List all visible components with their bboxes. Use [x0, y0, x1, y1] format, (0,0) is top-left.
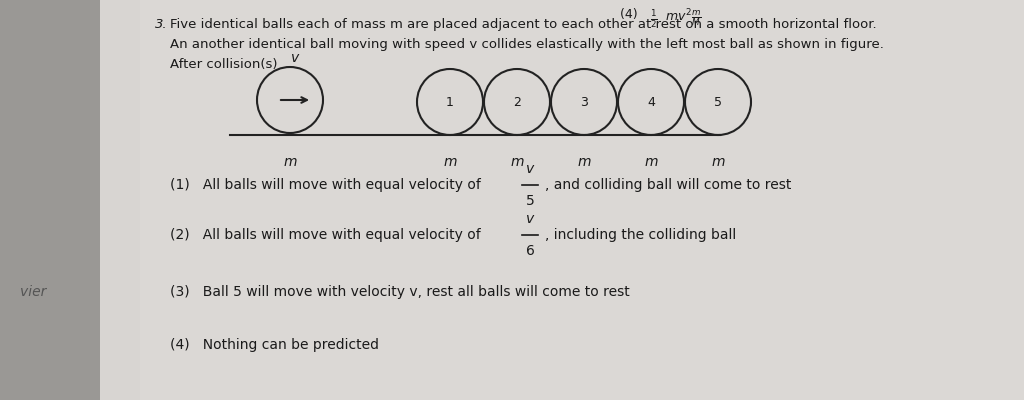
- Text: (2)   All balls will move with equal velocity of: (2) All balls will move with equal veloc…: [170, 228, 485, 242]
- Text: (3)   Ball 5 will move with velocity v, rest all balls will come to rest: (3) Ball 5 will move with velocity v, re…: [170, 285, 630, 299]
- Polygon shape: [140, 0, 1024, 400]
- Text: $mv^2\frac{m}{M}$: $mv^2\frac{m}{M}$: [665, 8, 701, 29]
- Text: Five identical balls each of mass m are placed adjacent to each other at rest on: Five identical balls each of mass m are …: [170, 18, 877, 31]
- Text: vier: vier: [20, 285, 46, 299]
- Text: $\frac{1}{2}$: $\frac{1}{2}$: [650, 8, 657, 30]
- Text: v: v: [291, 51, 299, 65]
- Text: 2: 2: [513, 96, 521, 108]
- Text: m: m: [644, 155, 657, 169]
- Text: (4): (4): [620, 8, 649, 21]
- Text: 3.: 3.: [155, 18, 168, 31]
- Polygon shape: [0, 0, 100, 400]
- Text: m: m: [443, 155, 457, 169]
- Text: (4)   Nothing can be predicted: (4) Nothing can be predicted: [170, 338, 379, 352]
- Text: 3: 3: [580, 96, 588, 108]
- Text: v: v: [526, 212, 535, 226]
- Text: 1: 1: [446, 96, 454, 108]
- Text: 5: 5: [714, 96, 722, 108]
- Polygon shape: [100, 0, 1024, 400]
- Text: After collision(s): After collision(s): [170, 58, 278, 71]
- Text: v: v: [526, 162, 535, 176]
- Text: An another identical ball moving with speed v collides elastically with the left: An another identical ball moving with sp…: [170, 38, 884, 51]
- Text: m: m: [712, 155, 725, 169]
- Text: (1)   All balls will move with equal velocity of: (1) All balls will move with equal veloc…: [170, 178, 485, 192]
- Text: m: m: [284, 155, 297, 169]
- Text: 5: 5: [525, 194, 535, 208]
- Text: , including the colliding ball: , including the colliding ball: [545, 228, 736, 242]
- Text: , and colliding ball will come to rest: , and colliding ball will come to rest: [545, 178, 792, 192]
- Text: m: m: [578, 155, 591, 169]
- Text: 4: 4: [647, 96, 655, 108]
- Text: 6: 6: [525, 244, 535, 258]
- Text: m: m: [510, 155, 523, 169]
